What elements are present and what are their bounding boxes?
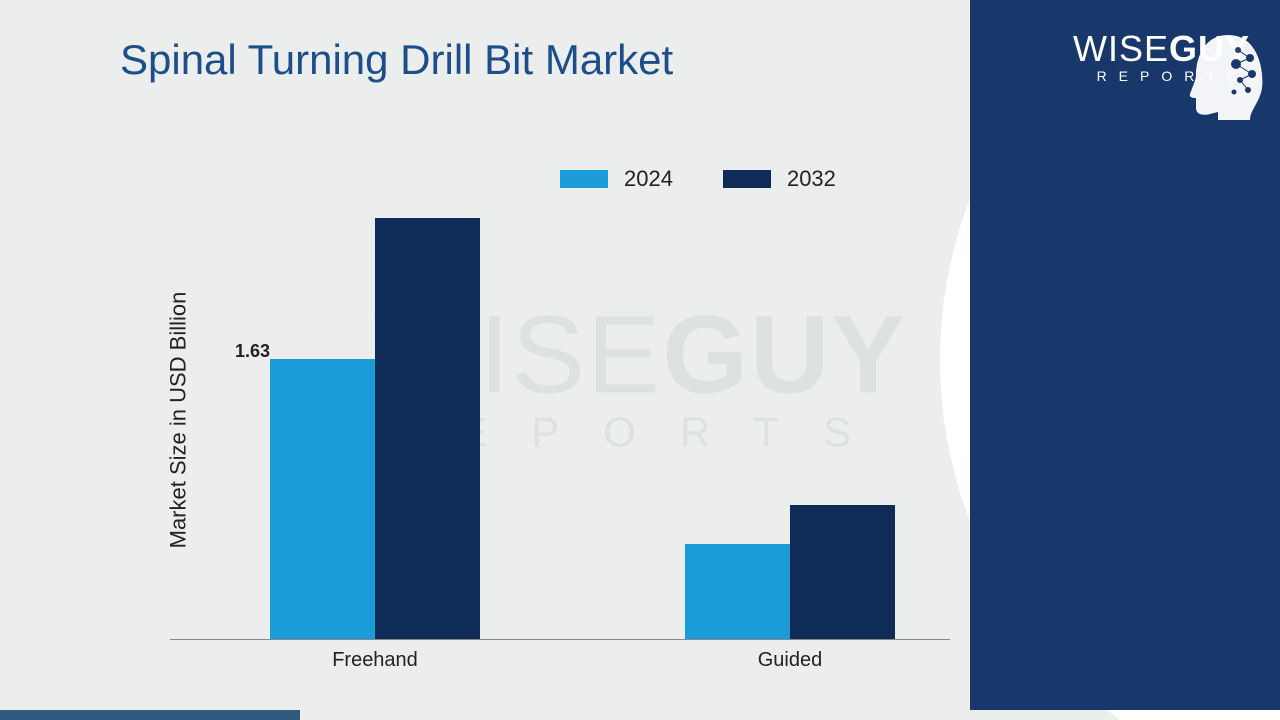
chart-area: Market Size in USD Billion Freehand1.63G… — [60, 160, 960, 680]
logo-text-a: WISE — [1073, 28, 1169, 69]
category-label: Freehand — [332, 649, 418, 672]
bar-series1 — [685, 544, 790, 639]
x-axis-line — [170, 639, 950, 640]
logo-head-icon — [1188, 30, 1268, 120]
decorative-bottom-bar — [0, 710, 300, 720]
plot-region: Freehand1.63Guided — [170, 210, 950, 640]
bar-series1 — [270, 359, 375, 639]
bar-series2 — [375, 218, 480, 639]
category-label: Guided — [758, 649, 823, 672]
bar-series2 — [790, 505, 895, 639]
chart-title: Spinal Turning Drill Bit Market — [120, 36, 673, 84]
bar-value-label: 1.63 — [235, 341, 270, 362]
chart-canvas: WISEGUY REPORTS WISEGUY REPORTS Spinal T… — [0, 0, 1280, 720]
